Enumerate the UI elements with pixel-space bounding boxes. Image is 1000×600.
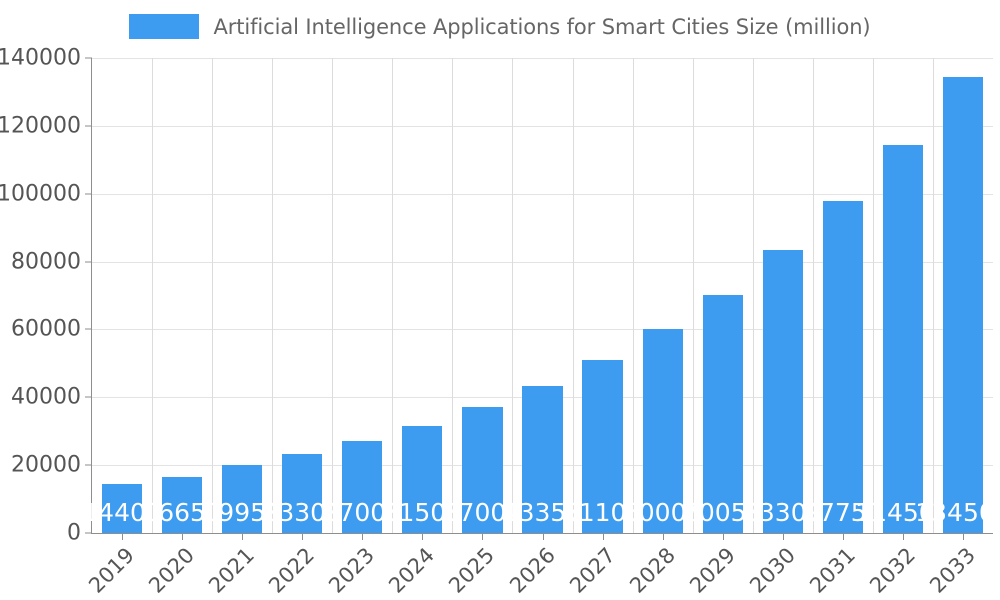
bar-slot: 37000 bbox=[443, 58, 522, 533]
bar-slot: 23300 bbox=[262, 58, 342, 533]
x-axis-tick-label: 2029 bbox=[684, 543, 740, 598]
bar[interactable] bbox=[882, 144, 923, 533]
x-axis-tick-mark bbox=[422, 533, 424, 540]
bar[interactable] bbox=[161, 476, 203, 533]
y-axis-tick-label: 0 bbox=[67, 520, 81, 546]
bar-slot: 16650 bbox=[142, 58, 222, 533]
bar[interactable] bbox=[522, 385, 563, 533]
x-axis-tick-label: 2028 bbox=[624, 543, 680, 598]
y-axis-tick-label: 80000 bbox=[11, 249, 81, 275]
bar[interactable] bbox=[642, 329, 683, 533]
x-axis-tick-mark bbox=[722, 533, 724, 540]
bar[interactable] bbox=[822, 201, 863, 533]
bar[interactable] bbox=[101, 484, 143, 533]
y-axis-tick-label: 100000 bbox=[0, 181, 81, 207]
x-axis-tick-label: 2021 bbox=[204, 543, 260, 598]
y-axis-tick-mark bbox=[85, 261, 92, 263]
bar-slot: 83300 bbox=[743, 58, 823, 533]
chart-legend: Artificial Intelligence Applications for… bbox=[0, 14, 1000, 39]
bar-slot: 14400 bbox=[82, 58, 162, 533]
bar[interactable] bbox=[582, 359, 623, 533]
x-axis-tick-label: 2025 bbox=[444, 543, 500, 598]
x-axis-tick-mark bbox=[482, 533, 484, 540]
y-axis-tick-label: 60000 bbox=[11, 316, 81, 342]
y-axis-tick-label: 120000 bbox=[0, 113, 81, 139]
bar[interactable] bbox=[342, 441, 383, 533]
bar[interactable] bbox=[222, 465, 263, 533]
bar[interactable] bbox=[702, 295, 743, 533]
x-axis-tick-mark bbox=[542, 533, 544, 540]
legend-color-swatch bbox=[129, 14, 200, 39]
x-axis-tick-mark bbox=[962, 533, 964, 540]
bar[interactable] bbox=[762, 250, 803, 533]
y-axis-tick-mark bbox=[85, 125, 92, 127]
x-axis-tick-mark bbox=[842, 533, 844, 540]
bar-slot: 31500 bbox=[383, 58, 462, 533]
x-axis-tick-label: 2027 bbox=[564, 543, 620, 598]
bar-slot: 114500 bbox=[855, 58, 951, 533]
x-axis-tick-mark bbox=[302, 533, 304, 540]
bar[interactable] bbox=[402, 426, 443, 533]
x-axis-tick-label: 2023 bbox=[324, 543, 380, 598]
legend-label: Artificial Intelligence Applications for… bbox=[213, 14, 871, 39]
x-axis-tick-label: 2024 bbox=[384, 543, 440, 598]
y-axis-tick-label: 40000 bbox=[11, 384, 81, 410]
bar[interactable] bbox=[462, 407, 503, 533]
bar-slot: 19950 bbox=[202, 58, 282, 533]
x-axis-tick-mark bbox=[242, 533, 244, 540]
x-axis-tick-label: 2020 bbox=[144, 543, 200, 598]
y-axis-tick-mark bbox=[85, 57, 92, 59]
x-axis-tick-mark bbox=[782, 533, 784, 540]
y-axis-tick-mark bbox=[85, 328, 92, 330]
x-axis-tick-label: 2026 bbox=[504, 543, 560, 598]
bar-slot: 60000 bbox=[623, 58, 702, 533]
bar[interactable] bbox=[282, 453, 323, 533]
bar-slot: 27000 bbox=[323, 58, 402, 533]
x-axis-tick-label: 2022 bbox=[264, 543, 320, 598]
bar-slot: 43350 bbox=[503, 58, 582, 533]
x-axis-tick-label: 2033 bbox=[925, 543, 980, 598]
x-axis-tick-label: 2030 bbox=[744, 543, 800, 598]
x-axis-tick-label: 2019 bbox=[84, 543, 140, 598]
y-axis-tick-mark bbox=[85, 464, 92, 466]
bar-slot: 51100 bbox=[563, 58, 642, 533]
bar-slot: 70050 bbox=[683, 58, 762, 533]
y-axis-tick-label: 20000 bbox=[11, 452, 81, 478]
y-axis-tick-mark bbox=[85, 396, 92, 398]
x-axis-tick-mark bbox=[362, 533, 364, 540]
y-axis-tick-label: 140000 bbox=[0, 45, 81, 71]
x-axis-tick-label: 2032 bbox=[865, 543, 920, 598]
y-axis-tick-mark bbox=[85, 193, 92, 195]
x-axis-tick-label: 2031 bbox=[805, 543, 860, 598]
plot-area: 14400 16650 19950 23300 27000 31500 37000 43350… bbox=[0, 46, 1000, 598]
bar-series: 14400 16650 19950 23300 27000 31500 37000 43350… bbox=[82, 58, 1000, 533]
x-axis-tick-mark bbox=[602, 533, 604, 540]
bar[interactable] bbox=[942, 76, 984, 533]
y-axis-tick-mark bbox=[85, 532, 92, 534]
x-axis-tick-mark bbox=[662, 533, 664, 540]
x-axis-tick-mark bbox=[122, 533, 124, 540]
x-axis-tick-mark bbox=[902, 533, 904, 540]
x-axis-tick-mark bbox=[182, 533, 184, 540]
bar-slot: 97750 bbox=[803, 58, 883, 533]
